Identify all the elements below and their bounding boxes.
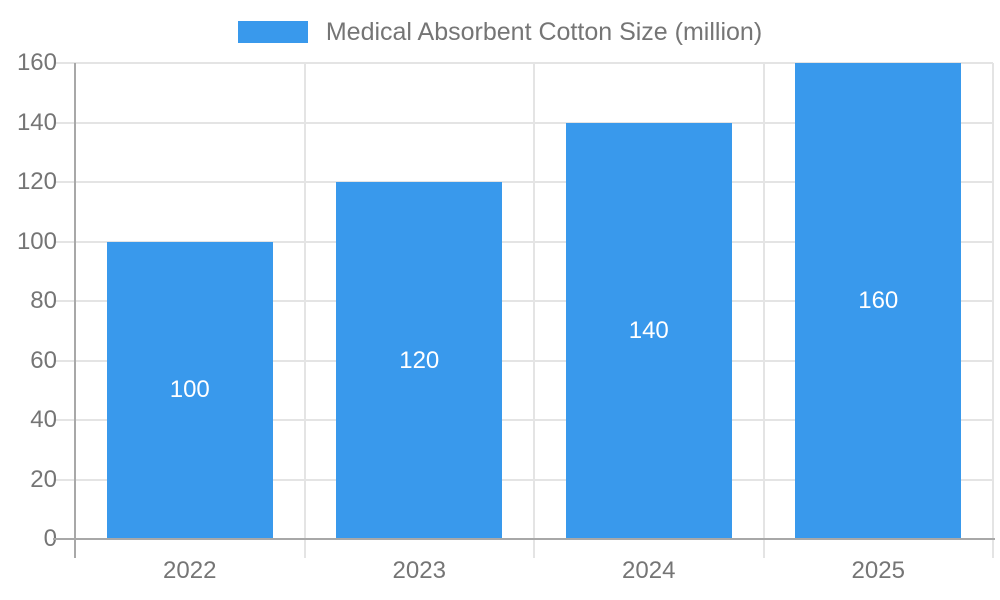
y-tick-label: 140 bbox=[16, 108, 57, 136]
x-tick-label: 2023 bbox=[392, 557, 446, 584]
bar-value-label: 120 bbox=[399, 346, 440, 374]
y-tick-label: 80 bbox=[30, 287, 57, 314]
x-tick-label: 2022 bbox=[163, 557, 217, 584]
bar-2025 bbox=[795, 63, 962, 539]
y-grid-line bbox=[55, 181, 993, 183]
y-tick-label: 120 bbox=[16, 168, 57, 195]
y-tick-label: 60 bbox=[30, 346, 57, 374]
y-grid-line bbox=[55, 300, 993, 302]
bar-2022 bbox=[106, 241, 273, 539]
y-axis-line bbox=[74, 63, 76, 558]
y-tick-label: 0 bbox=[43, 525, 57, 552]
y-grid-line bbox=[55, 478, 993, 481]
x-grid-line bbox=[762, 63, 765, 558]
y-grid-line bbox=[55, 62, 993, 64]
x-grid-line bbox=[992, 63, 994, 558]
y-tick-label: 40 bbox=[30, 406, 57, 433]
bar-value-label: 160 bbox=[858, 287, 899, 314]
x-tick-label: 2025 bbox=[851, 557, 905, 584]
legend: Medical Absorbent Cotton Size (million) bbox=[0, 18, 1000, 46]
y-grid-line bbox=[55, 359, 993, 362]
bar-value-label: 100 bbox=[169, 376, 210, 404]
x-axis-line bbox=[53, 538, 995, 540]
bar-2024 bbox=[565, 122, 732, 539]
bar-2023 bbox=[336, 182, 503, 539]
y-tick-label: 100 bbox=[16, 227, 57, 255]
y-tick-label: 20 bbox=[30, 465, 57, 493]
x-tick-label: 2024 bbox=[622, 557, 676, 584]
y-grid-line bbox=[55, 240, 993, 243]
x-grid-line bbox=[303, 63, 306, 558]
y-grid-line bbox=[55, 419, 993, 421]
legend-swatch bbox=[237, 21, 308, 43]
legend-label: Medical Absorbent Cotton Size (million) bbox=[325, 18, 763, 46]
y-tick-label: 160 bbox=[16, 49, 57, 76]
x-grid-line bbox=[533, 63, 535, 558]
bar-value-label: 140 bbox=[628, 316, 669, 344]
y-grid-line bbox=[55, 121, 993, 124]
